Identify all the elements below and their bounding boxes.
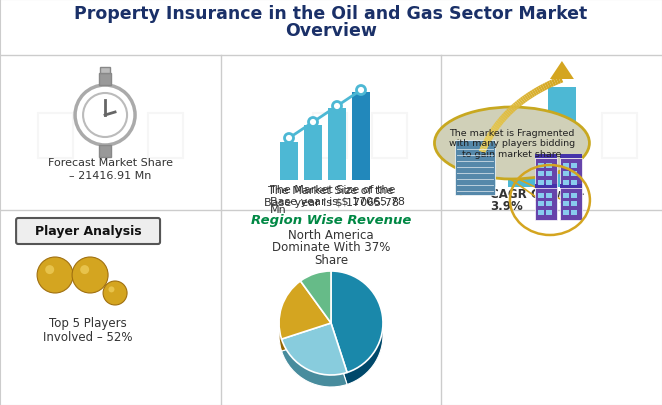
Bar [548, 88, 576, 188]
Bar [563, 164, 569, 168]
Text: Top 5 Players: Top 5 Players [49, 317, 127, 330]
Bar [560, 155, 582, 159]
Bar [538, 194, 544, 198]
Wedge shape [279, 281, 331, 339]
Bar [602, 113, 638, 158]
Bar [280, 143, 298, 181]
Bar [455, 141, 495, 196]
Text: Region Wise Revenue: Region Wise Revenue [251, 214, 411, 227]
Wedge shape [281, 323, 347, 375]
Bar [538, 202, 544, 207]
Bar [352, 93, 370, 181]
Text: Property Insurance in the Oil and Gas Sector Market: Property Insurance in the Oil and Gas Se… [74, 5, 588, 23]
Wedge shape [301, 271, 331, 323]
Bar [535, 155, 557, 159]
Bar [538, 181, 544, 185]
Text: Base year is $ 17065.78: Base year is $ 17065.78 [263, 198, 399, 207]
Bar [535, 189, 557, 220]
Bar [546, 194, 552, 198]
Bar [571, 181, 577, 185]
Circle shape [357, 86, 365, 95]
Text: North America: North America [288, 229, 374, 242]
Bar [560, 185, 582, 189]
Circle shape [83, 94, 127, 138]
Bar [538, 211, 544, 215]
Wedge shape [331, 284, 383, 384]
Text: The market is Fragmented
with many players bidding
to gain market share: The market is Fragmented with many playe… [449, 129, 575, 158]
Polygon shape [550, 62, 574, 80]
Bar [38, 113, 73, 158]
Text: Share: Share [314, 253, 348, 266]
Bar [148, 113, 183, 158]
Ellipse shape [434, 108, 589, 179]
Circle shape [72, 257, 108, 293]
Circle shape [285, 134, 293, 143]
Bar [538, 172, 544, 177]
Bar [563, 202, 569, 207]
Text: CAGR Growth-: CAGR Growth- [490, 187, 584, 200]
Circle shape [308, 118, 318, 127]
Wedge shape [331, 271, 383, 373]
Wedge shape [279, 293, 331, 351]
Circle shape [103, 281, 127, 305]
Bar [571, 172, 577, 177]
Text: 3.9%: 3.9% [490, 199, 523, 212]
Bar [546, 181, 552, 185]
Circle shape [80, 265, 89, 275]
Circle shape [45, 265, 54, 275]
Bar [538, 164, 544, 168]
Text: Player Analysis: Player Analysis [35, 225, 142, 238]
Text: – 21416.91 Mn: – 21416.91 Mn [69, 171, 151, 181]
Bar [535, 159, 557, 190]
Text: Base year is $ 17065.78: Base year is $ 17065.78 [270, 196, 405, 207]
Bar [99, 146, 111, 158]
Text: Overview: Overview [285, 22, 377, 40]
Bar [546, 202, 552, 207]
Bar [560, 189, 582, 220]
FancyBboxPatch shape [16, 218, 160, 244]
Bar [534, 113, 569, 158]
Circle shape [109, 287, 115, 293]
Bar [468, 149, 496, 188]
Bar [571, 164, 577, 168]
Text: Mn: Mn [270, 205, 287, 215]
Bar [99, 74, 111, 86]
Bar [563, 181, 569, 185]
Text: Forecast Market Share: Forecast Market Share [48, 158, 173, 168]
Bar [546, 211, 552, 215]
Bar [373, 113, 408, 158]
Bar [546, 172, 552, 177]
Wedge shape [281, 335, 347, 387]
Text: Involved – 52%: Involved – 52% [43, 331, 133, 344]
Bar [312, 113, 348, 158]
Bar [571, 211, 577, 215]
Bar [571, 202, 577, 207]
Bar [508, 126, 536, 188]
Text: The Market Size of the: The Market Size of the [270, 185, 395, 194]
Bar [571, 194, 577, 198]
Polygon shape [460, 177, 490, 196]
Text: The Market Size of the: The Market Size of the [268, 185, 394, 196]
Bar [0, 0, 662, 56]
Circle shape [332, 102, 342, 111]
Wedge shape [301, 284, 331, 335]
Bar [304, 126, 322, 181]
Text: Dominate With 37%: Dominate With 37% [272, 241, 390, 254]
Circle shape [37, 257, 73, 293]
Bar [535, 185, 557, 189]
Bar [563, 172, 569, 177]
Bar [546, 164, 552, 168]
Bar [328, 109, 346, 181]
Bar [100, 68, 110, 74]
Bar [563, 211, 569, 215]
Bar [563, 194, 569, 198]
Bar [560, 159, 582, 190]
